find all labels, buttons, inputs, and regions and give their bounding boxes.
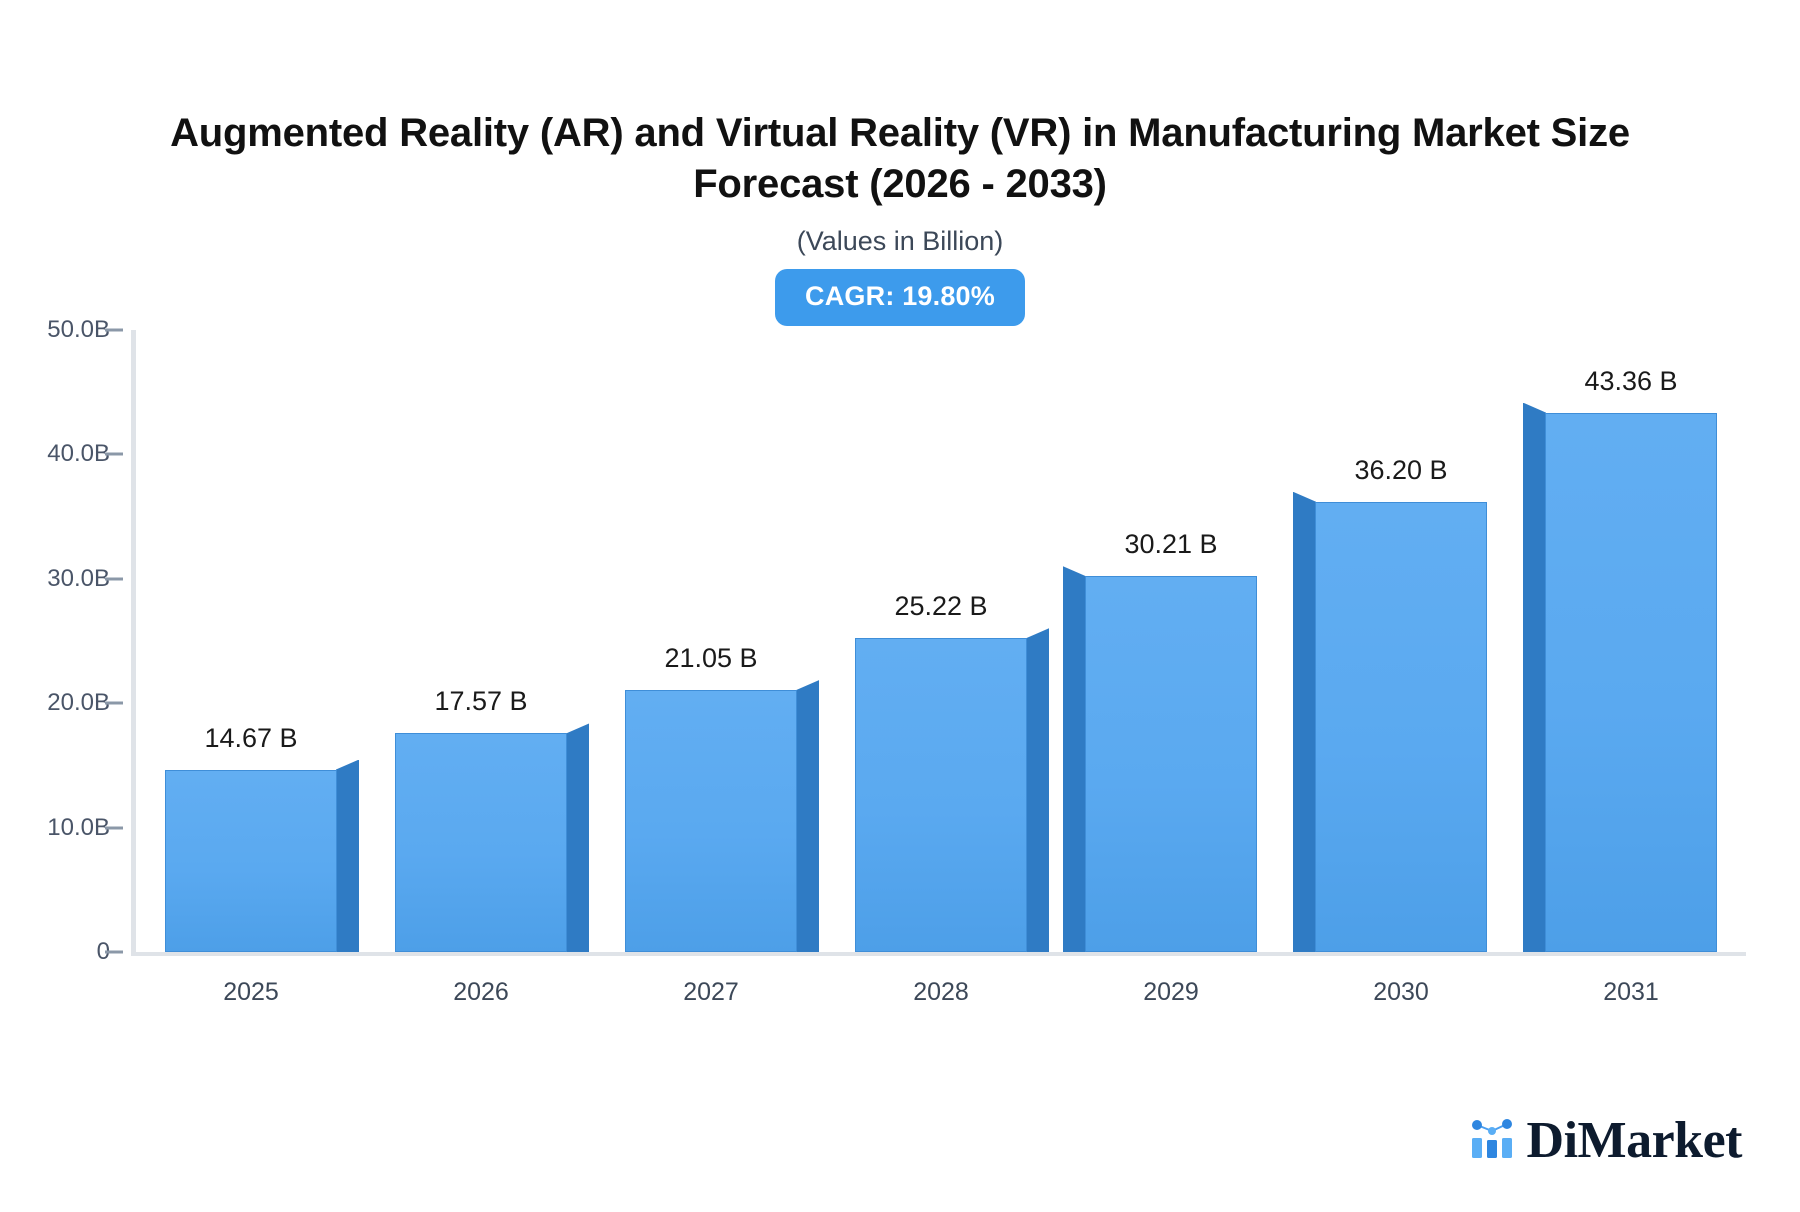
- bar-value-label: 17.57 B: [434, 686, 528, 717]
- bar-chart-logo-icon: [1469, 1116, 1515, 1165]
- bar-3d-side: [796, 680, 819, 952]
- bar-group: 14.67 B 2025: [136, 330, 366, 1006]
- bar-value-label: 21.05 B: [664, 643, 758, 674]
- bar-group: 17.57 B 2026: [366, 330, 596, 1006]
- chart-plot-area: 50.0B 40.0B 30.0B 20.0B 10.0B 0 14.67 B 2025 17…: [0, 316, 1800, 1006]
- y-axis-tick-mark: [105, 577, 123, 581]
- y-axis-tick-mark: [105, 826, 123, 830]
- bar-value-label: 30.21 B: [1124, 529, 1218, 560]
- bar-front-face: [625, 690, 797, 952]
- bar-3d-side: [1293, 491, 1316, 952]
- bar-value-label: 36.20 B: [1354, 454, 1448, 485]
- bar-3d-side: [1026, 628, 1049, 952]
- y-axis-tick-label: 20.0B: [47, 689, 110, 717]
- bar-front-face: [1315, 501, 1487, 952]
- y-axis-line: [131, 330, 136, 955]
- y-axis-tick-mark: [105, 328, 123, 332]
- bar-group: 43.36 B 2031: [1516, 330, 1746, 1006]
- bar[interactable]: [1293, 491, 1487, 952]
- x-axis-tick-label: 2031: [1603, 978, 1659, 1006]
- bar-3d-side: [336, 759, 359, 952]
- y-axis-tick-label: 30.0B: [47, 564, 110, 592]
- chart-header: Augmented Reality (AR) and Virtual Reali…: [0, 0, 1800, 327]
- brand-logo-text: DiMarket: [1526, 1112, 1743, 1169]
- x-axis-line: [131, 952, 1746, 956]
- bar-front-face: [855, 638, 1027, 952]
- bar-front-face: [1545, 412, 1717, 952]
- bar-value-label: 14.67 B: [204, 722, 298, 753]
- bar-group: 25.22 B 2028: [826, 330, 1056, 1006]
- y-axis-tick-label: 40.0B: [47, 440, 110, 468]
- bar-value-label: 43.36 B: [1584, 365, 1678, 396]
- bar-3d-side: [1063, 566, 1086, 952]
- bar[interactable]: [855, 628, 1049, 952]
- bar[interactable]: [395, 723, 589, 952]
- y-axis-tick-label: 0: [96, 938, 110, 965]
- bar-group: 30.21 B 2029: [1056, 330, 1286, 1006]
- brand-logo: DiMarket: [1469, 1111, 1743, 1170]
- y-axis-tick-label: 50.0B: [47, 316, 110, 343]
- bar-value-label: 25.22 B: [894, 591, 988, 622]
- x-axis-tick-label: 2026: [453, 978, 509, 1006]
- cagr-badge-wrapper: CAGR: 19.80%: [0, 257, 1800, 327]
- bar-3d-side: [566, 723, 589, 952]
- bar-3d-side: [1523, 402, 1546, 952]
- y-axis-tick-mark: [105, 701, 123, 705]
- x-axis-tick-label: 2029: [1143, 978, 1199, 1006]
- bar[interactable]: [165, 759, 359, 952]
- page-title: Augmented Reality (AR) and Virtual Reali…: [170, 111, 1630, 207]
- x-axis-tick-label: 2030: [1373, 978, 1429, 1006]
- x-axis-tick-label: 2027: [683, 978, 739, 1006]
- bar[interactable]: [1063, 566, 1257, 952]
- chart-subtitle: (Values in Billion): [796, 226, 1004, 257]
- bar[interactable]: [1523, 402, 1717, 952]
- bar-group: 21.05 B 2027: [596, 330, 826, 1006]
- bar-series: 14.67 B 2025 17.57 B 2026 21.05 B 2027 25.22 B…: [136, 330, 1746, 1006]
- bar-front-face: [395, 733, 567, 952]
- bar-front-face: [1085, 576, 1257, 952]
- y-axis-tick-label: 10.0B: [47, 813, 110, 841]
- bar-group: 36.20 B 2030: [1286, 330, 1516, 1006]
- bar-front-face: [165, 769, 337, 952]
- y-axis-tick-mark: [105, 452, 123, 456]
- y-axis-tick-mark: [105, 950, 123, 954]
- cagr-badge: CAGR: 19.80%: [775, 269, 1025, 327]
- x-axis-tick-label: 2028: [913, 978, 969, 1006]
- bar[interactable]: [625, 680, 819, 952]
- x-axis-tick-label: 2025: [223, 978, 279, 1006]
